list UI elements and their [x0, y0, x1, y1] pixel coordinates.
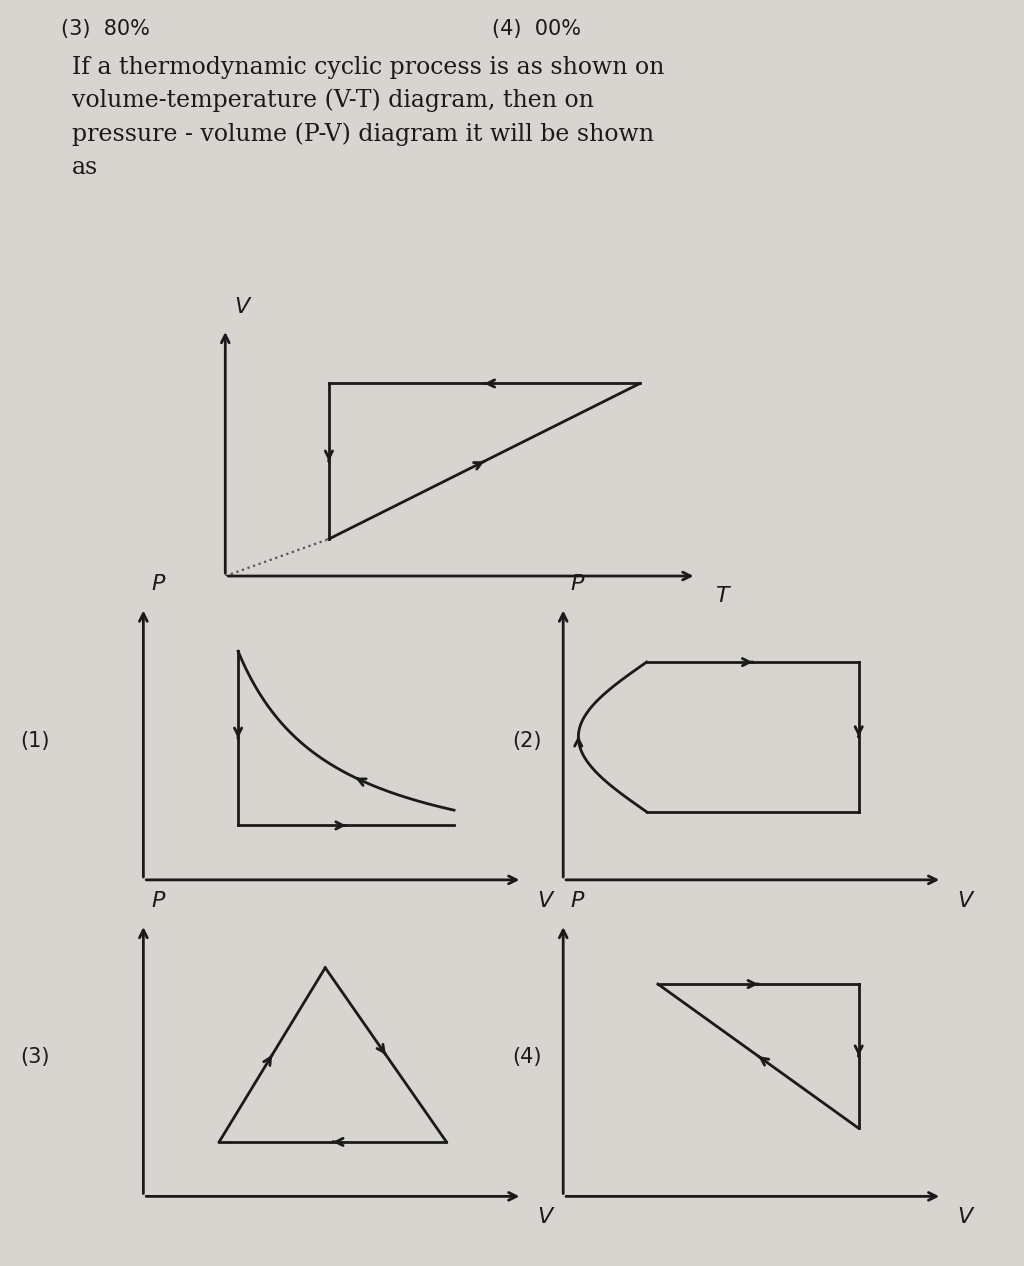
Text: V: V [538, 891, 553, 910]
Text: If a thermodynamic cyclic process is as shown on
volume-temperature (V-T) diagra: If a thermodynamic cyclic process is as … [72, 56, 664, 179]
Text: V: V [538, 1208, 553, 1227]
Text: V: V [234, 296, 250, 316]
Text: (3): (3) [20, 1047, 50, 1067]
Text: V: V [957, 891, 973, 910]
Text: P: P [151, 890, 164, 910]
Text: (2): (2) [512, 730, 542, 751]
Text: P: P [151, 573, 164, 594]
Text: (4): (4) [512, 1047, 542, 1067]
Text: T: T [715, 586, 729, 606]
Text: (3)  80%: (3) 80% [61, 19, 151, 39]
Text: P: P [570, 890, 584, 910]
Text: P: P [570, 573, 584, 594]
Text: (4)  00%: (4) 00% [492, 19, 581, 39]
Text: (1): (1) [20, 730, 50, 751]
Text: V: V [957, 1208, 973, 1227]
